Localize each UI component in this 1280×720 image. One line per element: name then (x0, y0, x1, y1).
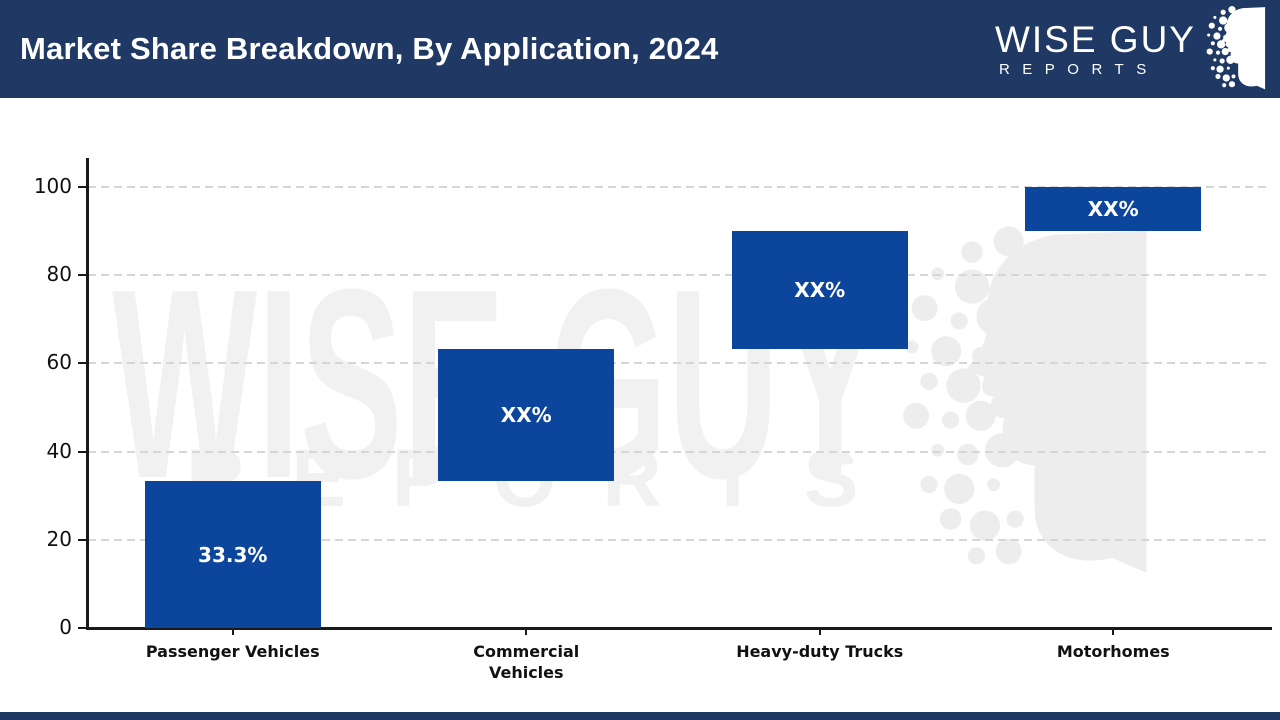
chart-title: Market Share Breakdown, By Application, … (20, 31, 719, 66)
y-axis-tick (78, 186, 86, 188)
y-axis-tick-label: 80 (46, 262, 72, 287)
header-bar: Market Share Breakdown, By Application, … (0, 0, 1280, 98)
logo-wordmark: WISE GUY (994, 18, 1196, 60)
gridline-20 (88, 538, 1270, 541)
gridline-80 (88, 274, 1270, 277)
x-category-label-line: Vehicles (488, 663, 564, 682)
bar-value-label: XX% (794, 277, 846, 302)
gridline-100 (88, 186, 1270, 188)
x-category-label-line: Commercial (473, 642, 580, 661)
x-axis-line (86, 627, 1272, 630)
y-axis-tick (78, 450, 86, 453)
bar-value-label: 33.3% (198, 542, 268, 567)
y-axis-tick-label: 60 (46, 350, 72, 375)
x-axis-tick (1112, 629, 1115, 635)
x-axis-tick (231, 629, 234, 635)
y-axis-tick-label: 40 (46, 438, 72, 463)
x-category-label: Commercial Vehicles (396, 641, 656, 683)
y-axis-line (86, 158, 89, 629)
bar-value-label: XX% (500, 402, 552, 427)
x-category-label: Heavy-duty Trucks (690, 641, 950, 662)
y-axis-tick (78, 362, 86, 365)
y-axis-tick-label: 0 (59, 615, 72, 639)
y-axis-tick-label: 20 (46, 526, 72, 551)
wiseguy-logo-text: WISE GUY REPORTS (994, 18, 1196, 78)
x-axis-tick (525, 629, 528, 635)
x-category-label-line: Passenger Vehicles (145, 642, 320, 661)
bar-value-label: XX% (1087, 197, 1139, 222)
y-axis-tick (78, 538, 86, 541)
x-category-label: Passenger Vehicles (103, 641, 363, 662)
footer-bar (0, 712, 1280, 720)
x-axis-tick (818, 629, 821, 635)
gridline-40 (88, 450, 1270, 453)
bar-commercial-vehicles: XX% (438, 348, 615, 482)
bar-passenger-vehicles: 33.3% (144, 481, 321, 628)
bar-heavy-duty-trucks: XX% (731, 231, 908, 349)
y-axis-tick-label: 100 (33, 174, 72, 198)
bar-motorhomes: XX% (1025, 187, 1202, 232)
y-axis-tick (78, 627, 86, 629)
logo-subtitle: REPORTS (998, 60, 1159, 78)
gridline-60 (88, 362, 1270, 365)
wiseguy-logo: WISE GUY REPORTS (995, 5, 1268, 93)
x-category-label-line: Heavy-duty Trucks (736, 642, 904, 661)
y-axis-tick (78, 274, 86, 277)
x-category-label: Motorhomes (983, 641, 1243, 662)
x-category-label-line: Motorhomes (1056, 642, 1170, 661)
